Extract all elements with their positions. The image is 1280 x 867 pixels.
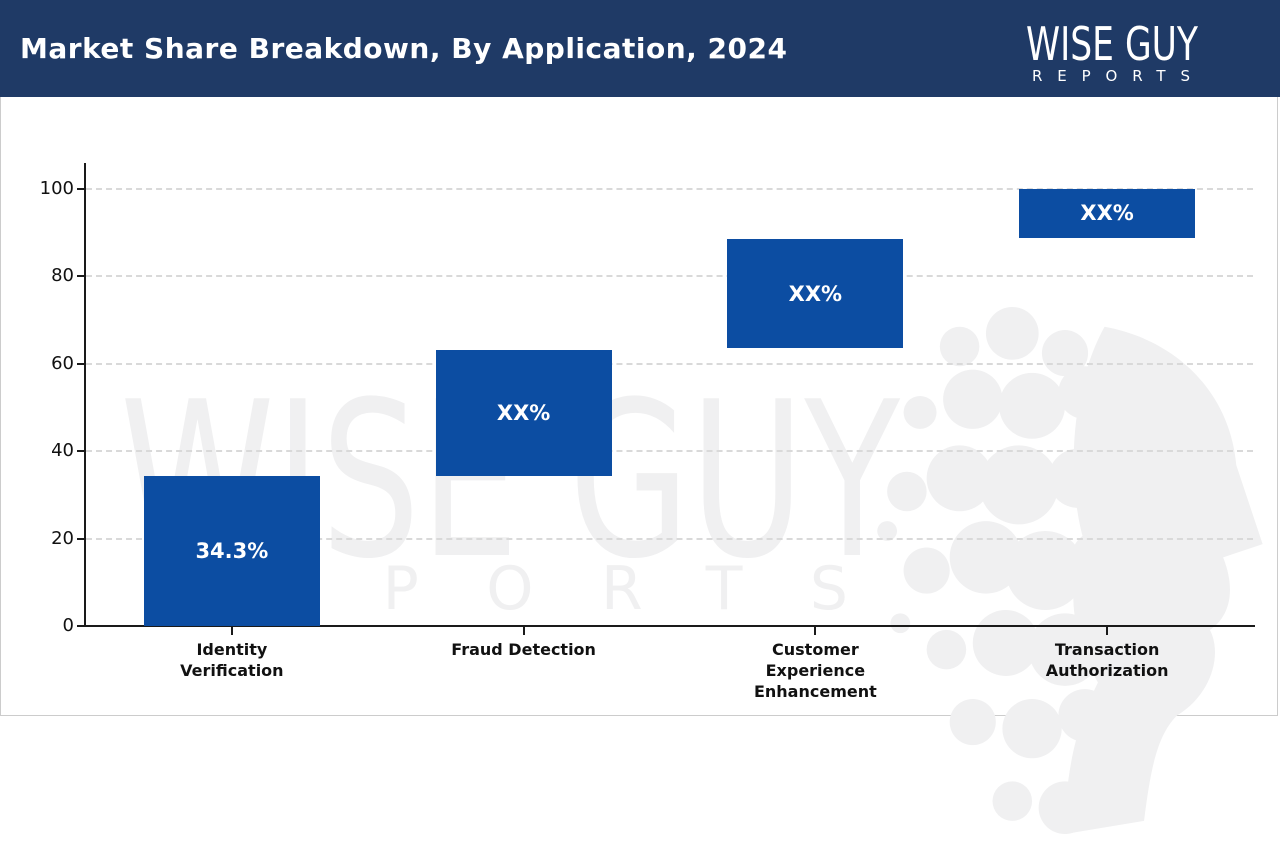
y-tick-label: 0 xyxy=(62,615,74,636)
wiseguy-logo-graphic: WISE GUY REPORTS xyxy=(1026,17,1199,85)
x-tick-mark xyxy=(1106,627,1109,635)
gridline xyxy=(86,362,1253,365)
x-axis-line xyxy=(84,625,1255,627)
x-category-label: Transaction Authorization xyxy=(987,639,1227,681)
y-tick-label: 100 xyxy=(39,177,74,199)
y-tick-mark xyxy=(77,625,85,627)
bar-value-label: XX% xyxy=(1080,201,1134,225)
waterfall-chart: 0 20 40 60 80 100 34.3% Identity Verification XX%… xyxy=(39,163,1255,702)
y-axis-line xyxy=(84,163,86,627)
page-title: Market Share Breakdown, By Application, … xyxy=(20,32,788,65)
x-category-label-line: Transaction xyxy=(1054,640,1160,659)
y-tick-mark xyxy=(77,187,85,190)
x-category-label: Customer Experience Enhancement xyxy=(695,639,935,702)
x-category-label-line: Customer xyxy=(772,640,859,659)
x-tick-mark xyxy=(814,627,817,635)
bar-value-label: 34.3% xyxy=(195,538,269,563)
bar-segment xyxy=(1019,188,1196,238)
logo-wordmark: WISE GUY xyxy=(1026,17,1199,71)
gridline xyxy=(86,450,1253,452)
bar-value-label: XX% xyxy=(496,401,551,426)
report-canvas: Market Share Breakdown, By Application, … xyxy=(0,0,1280,835)
header-bar: Market Share Breakdown, By Application, … xyxy=(0,0,1280,97)
y-tick-mark xyxy=(77,450,85,452)
gridline xyxy=(86,537,1253,540)
x-category-label-line: Identity xyxy=(196,640,268,659)
x-category-label: Identity Verification xyxy=(112,639,352,681)
y-tick-mark xyxy=(77,275,85,277)
x-category-label: Fraud Detection xyxy=(404,639,644,660)
bar-segment xyxy=(143,475,320,626)
x-category-label-line: Experience xyxy=(765,661,866,680)
gridline xyxy=(86,187,1253,190)
x-category-label-line: Enhancement xyxy=(753,682,877,701)
x-category-label-line: Authorization xyxy=(1045,661,1169,680)
x-tick-mark xyxy=(230,627,233,635)
y-tick-label: 20 xyxy=(51,527,74,549)
bar-segment xyxy=(435,350,612,476)
x-category-label-line: Fraud Detection xyxy=(451,640,596,659)
y-tick-mark xyxy=(77,362,85,365)
wiseguy-logo: WISE GUY REPORTS xyxy=(1018,4,1280,94)
x-tick-mark xyxy=(522,627,525,635)
bar-value-label: XX% xyxy=(788,281,843,306)
x-category-label-line: Verification xyxy=(180,661,284,680)
y-tick-mark xyxy=(77,537,85,540)
gridline xyxy=(86,275,1253,277)
bar-segment xyxy=(727,238,904,349)
y-tick-label: 80 xyxy=(51,265,74,286)
y-tick-label: 60 xyxy=(51,352,74,374)
y-tick-label: 40 xyxy=(51,440,74,461)
